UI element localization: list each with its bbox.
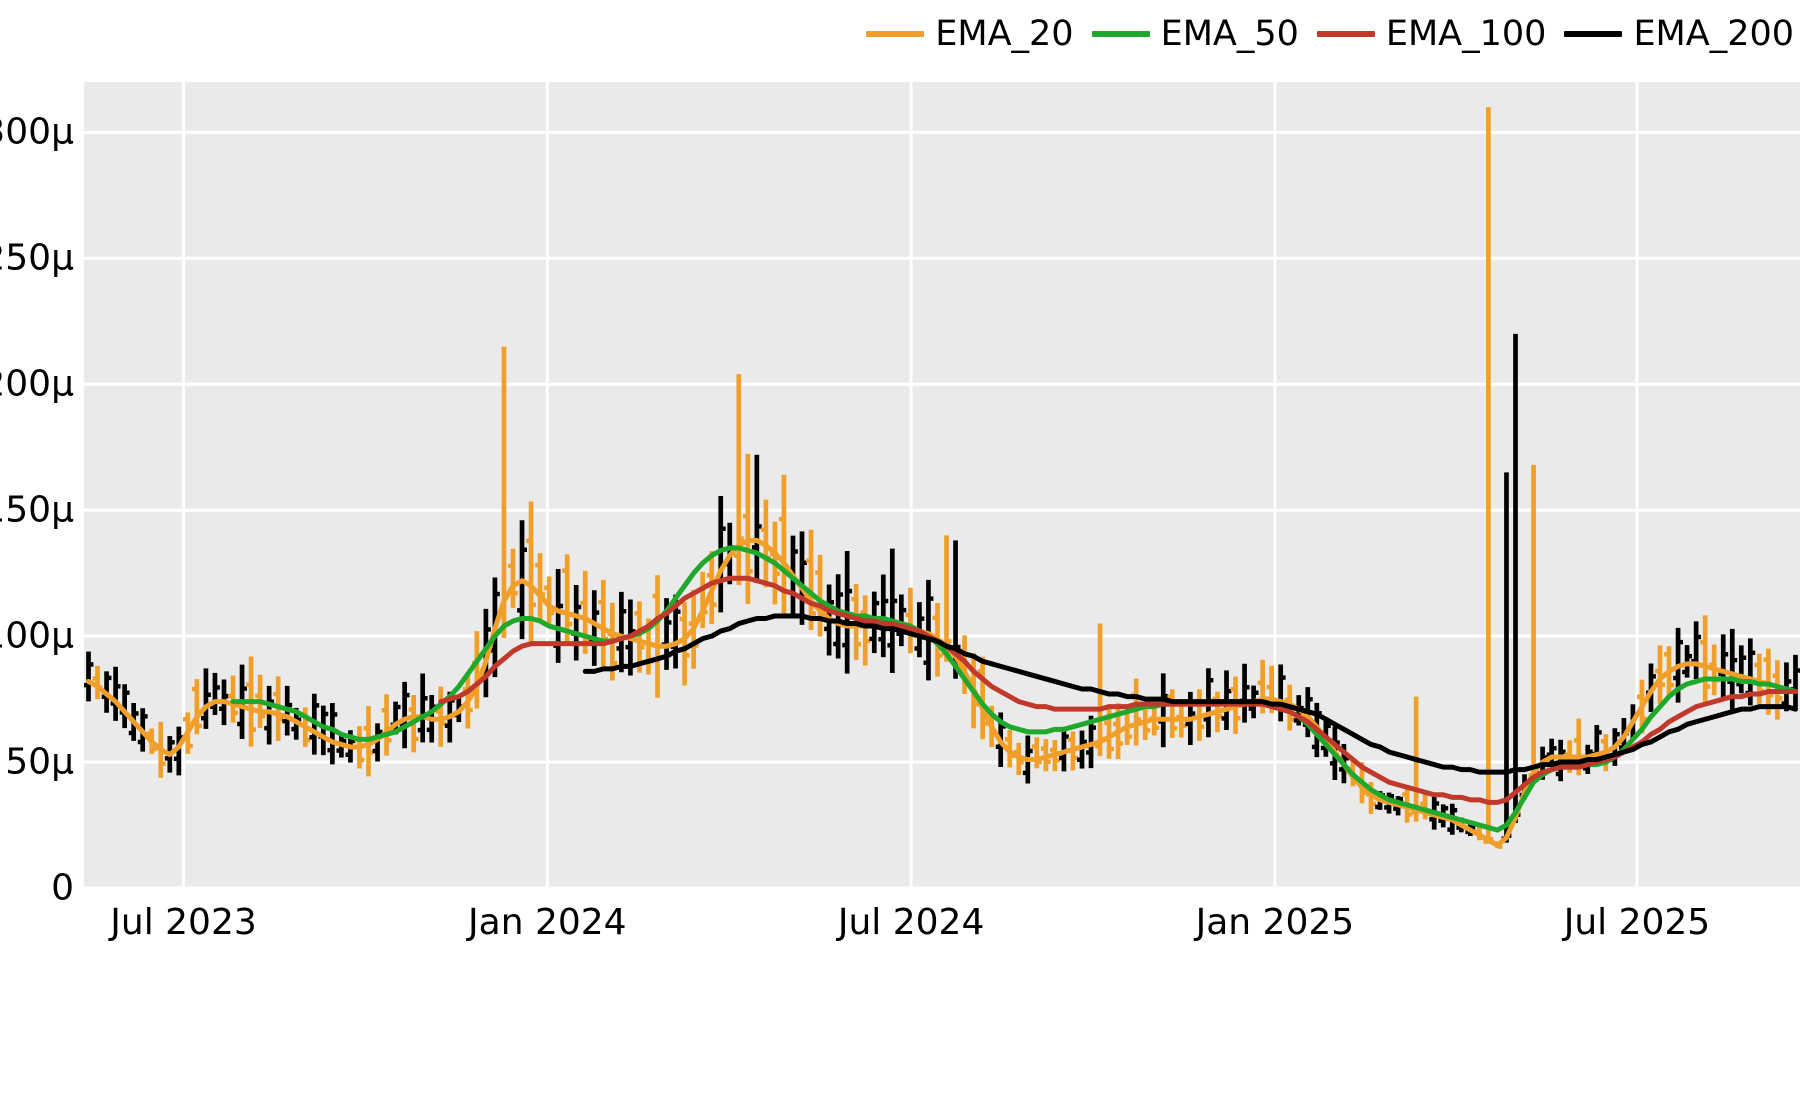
- legend-label-ema-200: EMA_200: [1633, 14, 1794, 54]
- chart-legend: EMA_20 EMA_50 EMA_100 EMA_200: [0, 0, 1800, 68]
- legend-item-ema-20[interactable]: EMA_20: [866, 14, 1074, 54]
- x-tick-label: Jan 2024: [468, 902, 627, 943]
- x-tick-label: Jul 2025: [1563, 902, 1711, 943]
- plot-area: [84, 82, 1800, 888]
- x-tick-label: Jul 2023: [110, 902, 257, 943]
- legend-item-ema-200[interactable]: EMA_200: [1564, 14, 1794, 54]
- y-tick-label: 250μ: [0, 237, 74, 279]
- legend-swatch-ema-20: [866, 31, 925, 37]
- y-tick-label: 200μ: [0, 363, 74, 405]
- y-tick-label: 0: [51, 867, 74, 909]
- y-tick-label: 50μ: [5, 741, 74, 783]
- legend-swatch-ema-100: [1316, 31, 1375, 37]
- legend-swatch-ema-50: [1091, 31, 1150, 37]
- x-tick-label: Jul 2024: [837, 902, 985, 943]
- ema-lines: [86, 537, 1798, 848]
- legend-label-ema-100: EMA_100: [1385, 14, 1547, 54]
- y-tick-label: 300μ: [0, 111, 74, 153]
- legend-label-ema-20: EMA_20: [935, 14, 1074, 54]
- y-tick-label: 150μ: [0, 489, 74, 531]
- legend-item-ema-100[interactable]: EMA_100: [1316, 14, 1547, 54]
- y-tick-label: 100μ: [0, 615, 74, 657]
- x-tick-label: Jan 2025: [1195, 902, 1355, 943]
- legend-swatch-ema-200: [1564, 31, 1623, 37]
- legend-label-ema-50: EMA_50: [1160, 14, 1299, 54]
- gridlines: [84, 82, 1800, 888]
- legend-item-ema-50[interactable]: EMA_50: [1091, 14, 1299, 54]
- chart-canvas: [84, 82, 1800, 888]
